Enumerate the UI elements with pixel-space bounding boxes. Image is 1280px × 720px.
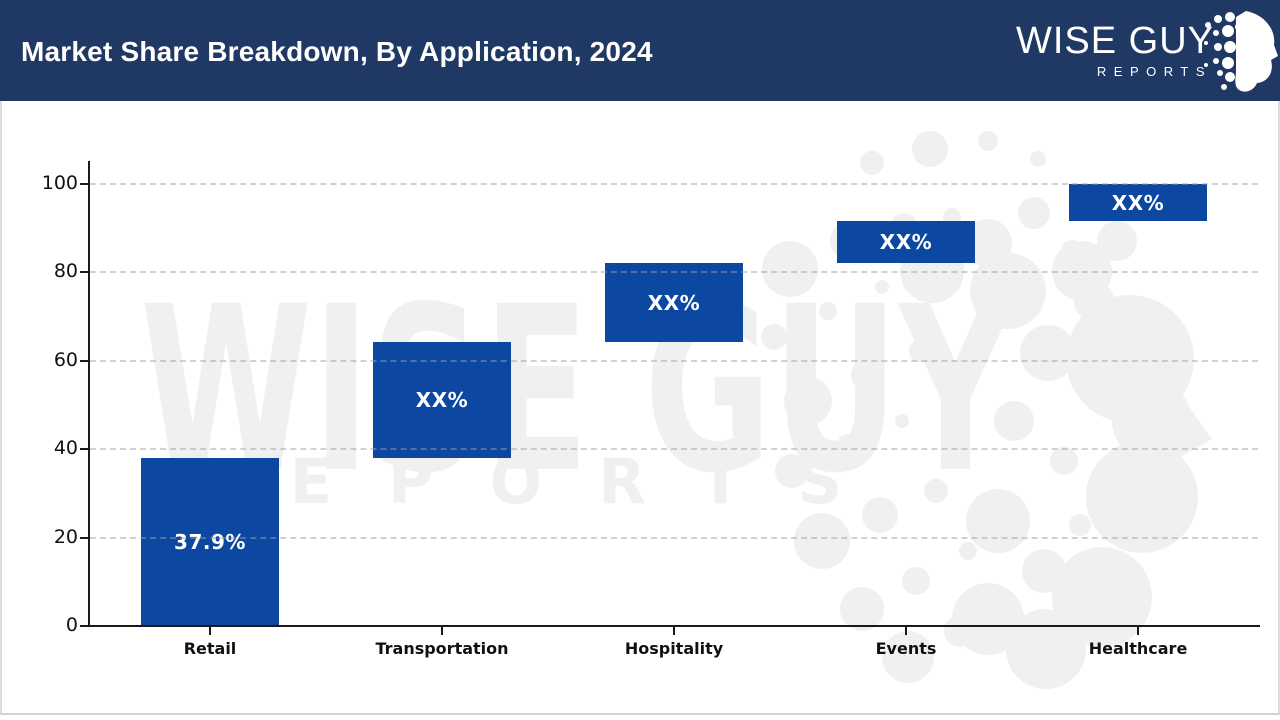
y-tick-mark [80,625,88,627]
y-tick-mark [80,271,88,274]
y-tick-mark [80,448,88,451]
bar-value-label: XX% [879,230,933,255]
brand-logo: WISE GUY REPORTS [1016,0,1280,101]
gridline [90,271,1258,274]
x-tick-mark [1137,627,1139,635]
header-band: Market Share Breakdown, By Application, … [0,0,1280,101]
y-tick-label: 100 [41,172,78,194]
category-label: Hospitality [624,639,724,658]
y-axis-line [88,161,90,627]
chart-title: Market Share Breakdown, By Application, … [21,36,653,67]
x-tick-mark [905,627,907,635]
x-axis-line [88,625,1260,627]
gridline [90,448,1258,451]
category-label: Retail [183,639,237,658]
bar-segment: XX% [373,342,511,459]
bar-segment: XX% [1069,184,1207,222]
y-tick-label: 60 [53,348,78,371]
y-tick-label: 20 [53,525,78,548]
y-tick-mark [80,536,88,539]
bar-value-label: XX% [415,388,469,413]
brand-head-icon [1204,11,1278,92]
y-tick-label: 0 [65,614,78,636]
brand-name: WISE GUY [1015,20,1214,62]
gridline [90,359,1258,362]
x-tick-mark [441,627,443,635]
bar-value-label: XX% [647,290,701,315]
y-tick-mark [80,183,88,185]
chart-area: WISE GUY REPORTS [0,101,1280,715]
y-tick-label: 40 [53,437,78,460]
y-tick-label: 80 [53,260,78,283]
bar-segment: XX% [837,221,975,264]
category-label: Healthcare [1088,639,1188,658]
gridline [90,183,1258,185]
category-label: Transportation [375,639,509,658]
x-tick-mark [673,627,675,635]
bar-value-label: XX% [1111,190,1165,215]
bar-value-label: 37.9% [174,530,246,555]
y-tick-mark [80,359,88,362]
plot: 0 20 40 60 80 100 37.9% Retail XX% Transportation… [2,101,1278,713]
bar-segment: XX% [605,263,743,343]
x-tick-mark [209,627,211,635]
gridline [90,536,1258,539]
category-label: Events [875,639,937,658]
bar-segment: 37.9% [141,458,279,626]
brand-subtitle: REPORTS [1096,64,1212,79]
